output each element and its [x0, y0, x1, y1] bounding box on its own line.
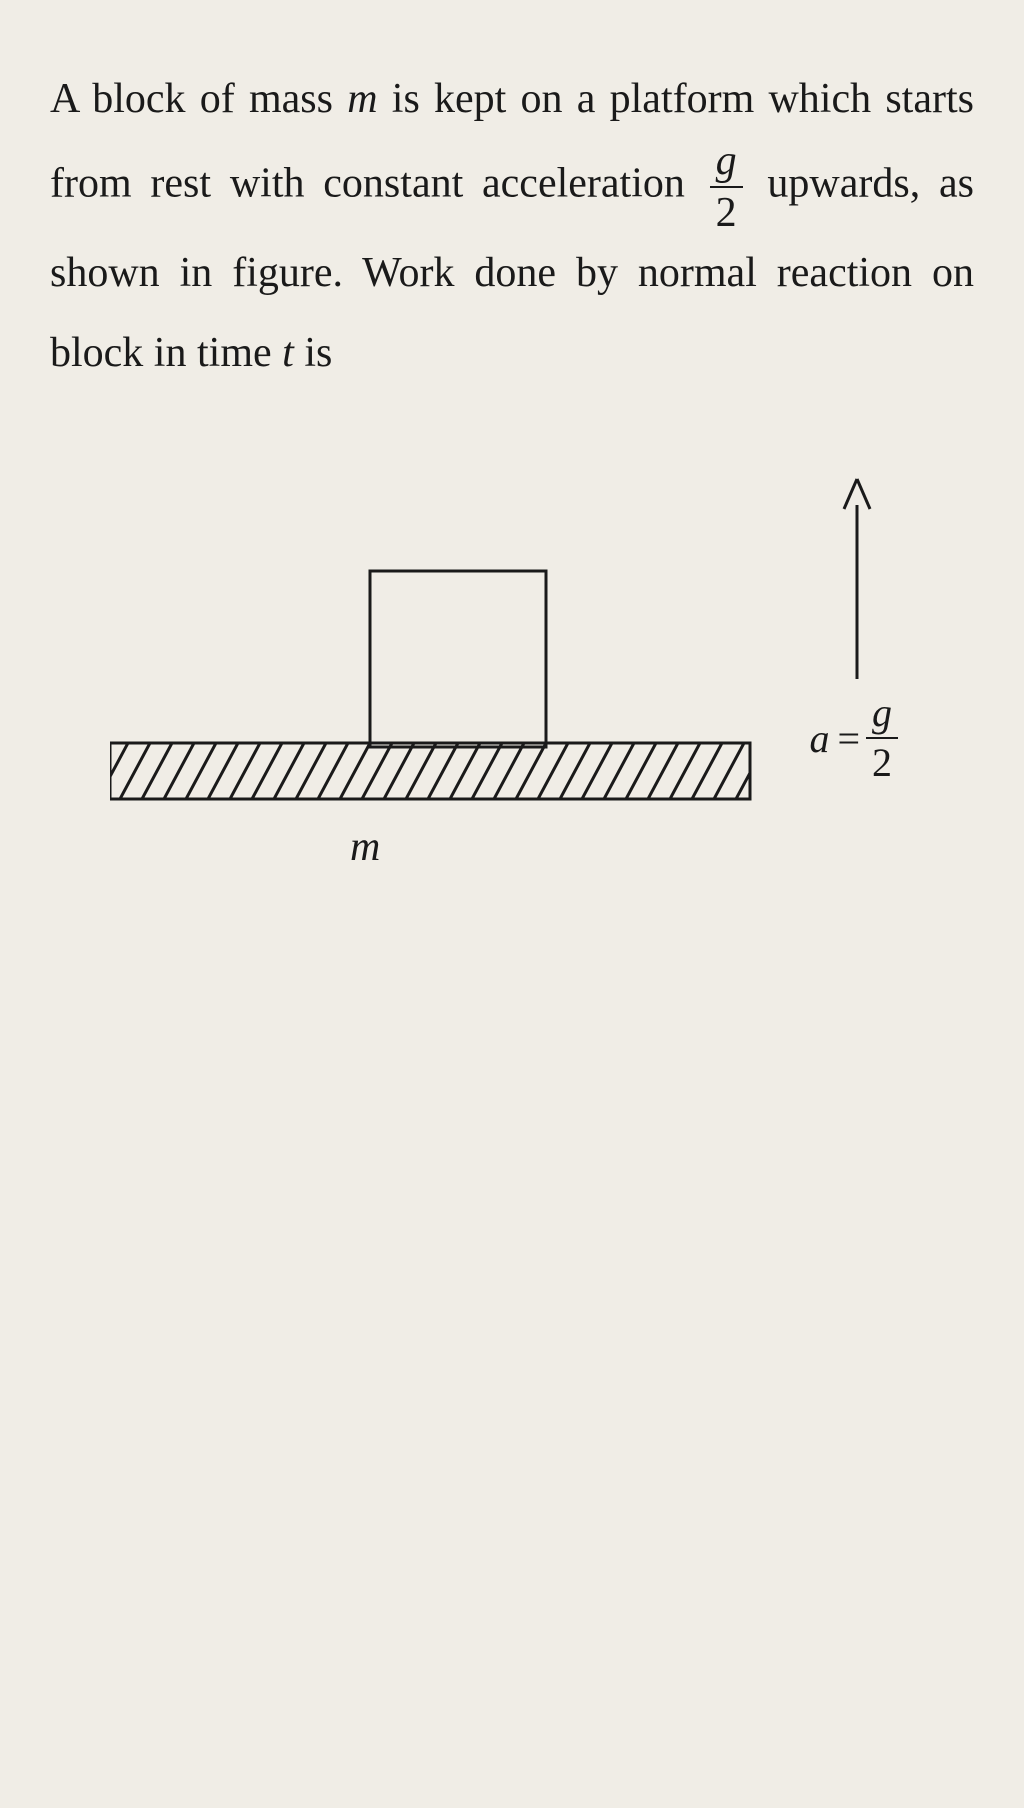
platform-block-diagram [110, 513, 770, 833]
fraction-g-over-2-accel: g 2 [866, 693, 898, 783]
text-segment: block in time [50, 330, 282, 376]
fraction-g-over-2: g2 [710, 140, 743, 234]
fraction-numerator: g [866, 693, 898, 737]
text-segment: A block of mass [50, 76, 347, 122]
fraction-numerator: g [710, 140, 743, 186]
up-arrow-icon [837, 473, 877, 683]
time-variable: t [282, 330, 294, 376]
mass-label: m [350, 823, 380, 871]
text-segment: shown in figure. Work done by normal rea… [50, 250, 974, 296]
figure: m a = g 2 [50, 473, 974, 993]
text-segment: upwards, as [749, 160, 974, 206]
fraction-denominator: 2 [710, 186, 743, 234]
equals-sign: = [837, 715, 860, 762]
accel-variable: a [809, 715, 829, 762]
acceleration-indicator: a = g 2 [809, 473, 904, 783]
acceleration-label: a = g 2 [809, 693, 904, 783]
fraction-denominator: 2 [866, 737, 898, 783]
text-segment: from rest with constant acceleration [50, 160, 704, 206]
text-segment: is kept on a platform which starts [378, 76, 974, 122]
problem-statement: A block of mass m is kept on a platform … [50, 60, 974, 393]
mass-variable: m [347, 76, 377, 122]
text-segment: is [294, 330, 333, 376]
